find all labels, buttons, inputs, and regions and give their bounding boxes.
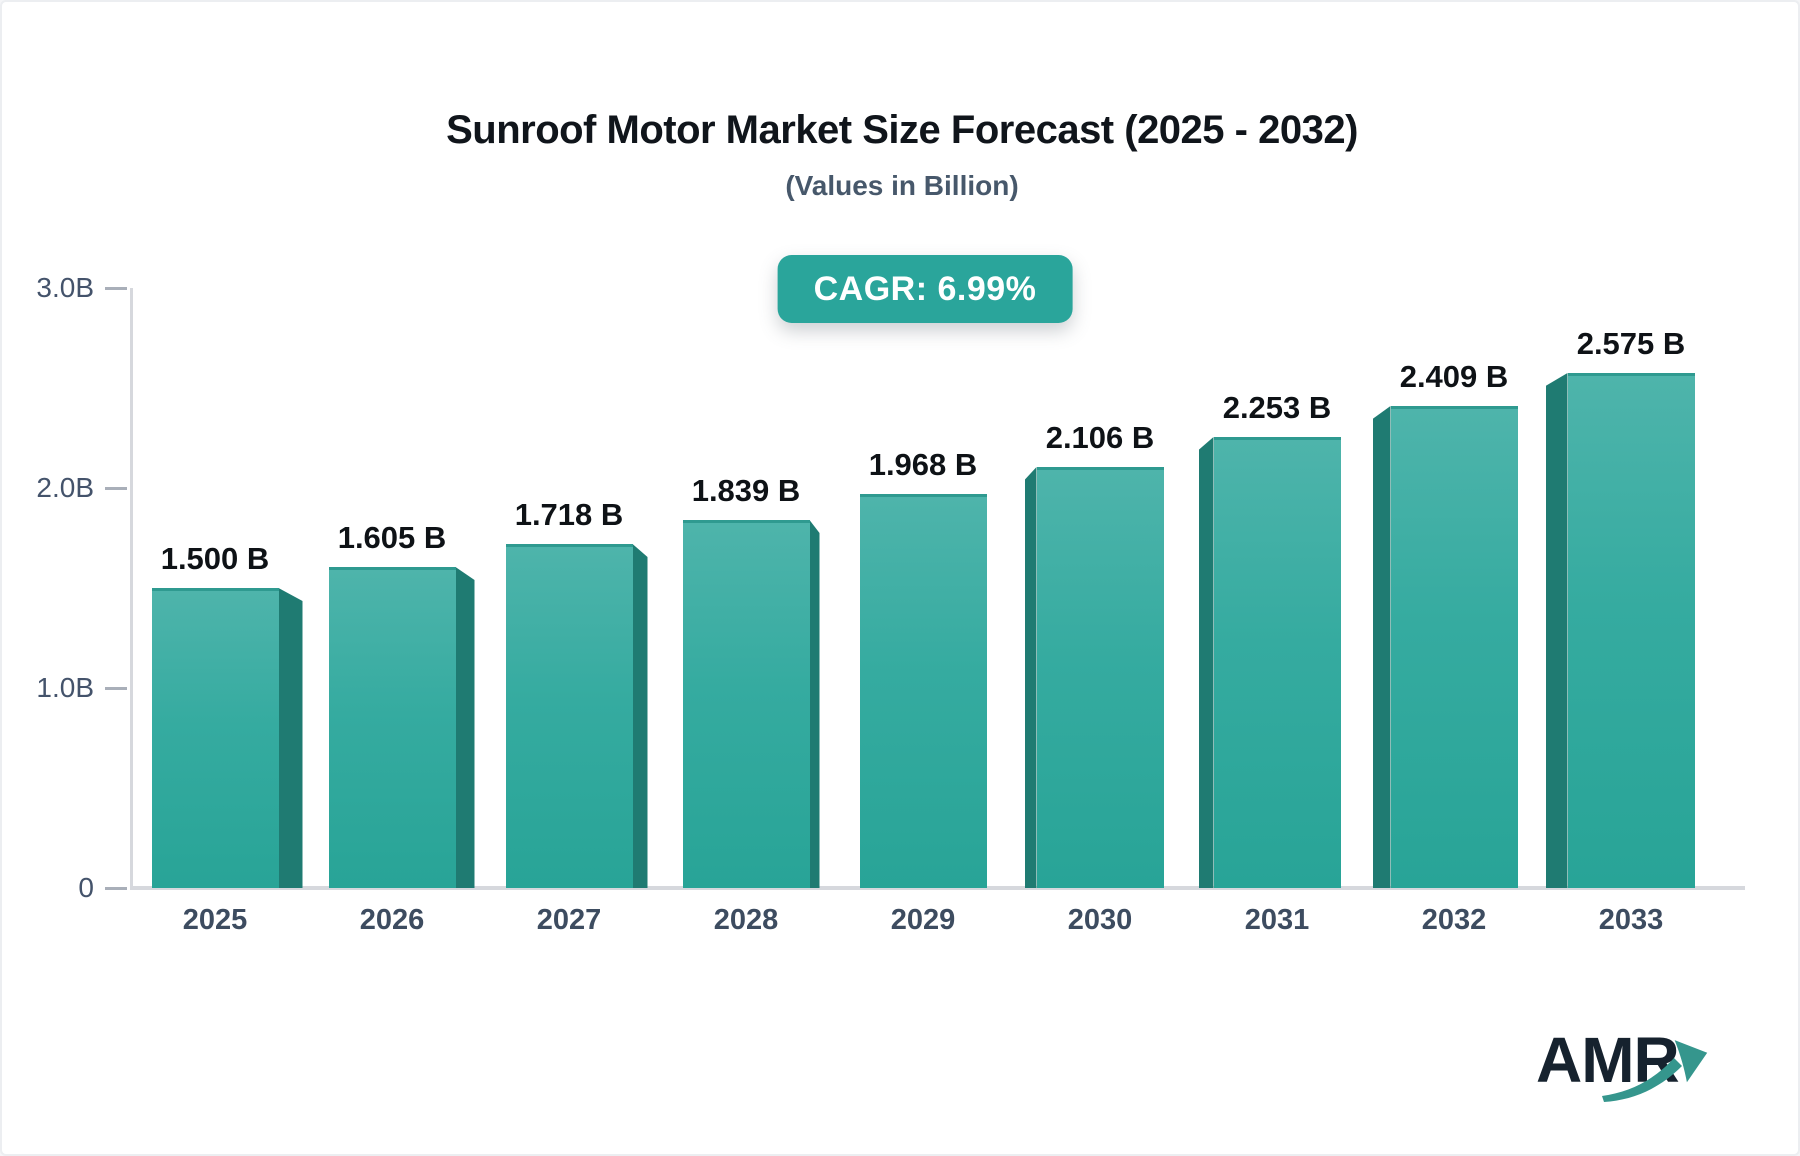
- bar-3d-side: [278, 588, 303, 888]
- bar-3d-side: [1372, 406, 1391, 888]
- y-tick-mark: [105, 286, 127, 290]
- bar-3d-side: [809, 520, 820, 888]
- y-axis-line: [130, 288, 133, 888]
- bar-2033: [1567, 373, 1695, 888]
- bar-3d-side: [632, 544, 648, 888]
- y-tick-label: 3.0B: [36, 272, 94, 303]
- bar-2030: [1036, 467, 1164, 888]
- x-category-label: 2029: [890, 904, 956, 936]
- bar-value-label: 1.839 B: [691, 473, 801, 508]
- y-tick-label: 2.0B: [36, 472, 94, 503]
- cagr-badge: CAGR: 6.99%: [777, 255, 1073, 323]
- bar-value-label: 1.968 B: [868, 447, 978, 482]
- x-category-label: 2033: [1598, 904, 1664, 936]
- bar-2029: [859, 494, 987, 888]
- bar-value-label: 2.106 B: [1045, 420, 1155, 455]
- chart-subtitle: (Values in Billion): [785, 170, 1019, 201]
- x-axis-line: [130, 886, 1745, 890]
- x-category-label: 2032: [1421, 904, 1487, 936]
- bar-2027: [505, 544, 633, 888]
- bar-value-label: 1.605 B: [337, 520, 447, 555]
- y-tick-label: 1.0B: [36, 672, 94, 703]
- y-tick-mark: [105, 686, 127, 690]
- x-category-label: 2028: [713, 904, 779, 936]
- amr-logo: AMR: [1530, 1028, 1730, 1118]
- bar-value-label: 1.718 B: [514, 497, 624, 532]
- x-category-label: 2027: [536, 904, 602, 936]
- x-category-label: 2031: [1244, 904, 1310, 936]
- x-category-label: 2030: [1067, 904, 1133, 936]
- bar-value-label: 2.253 B: [1222, 390, 1332, 425]
- x-category-label: 2025: [182, 904, 248, 936]
- bar-2028: [682, 520, 810, 888]
- bar-2032: [1390, 406, 1518, 888]
- y-tick-label: 0: [78, 872, 94, 903]
- bar-value-label: 1.500 B: [160, 541, 270, 576]
- y-tick-mark: [105, 486, 127, 490]
- bar-value-label: 2.575 B: [1576, 326, 1686, 361]
- bar-2031: [1213, 437, 1341, 888]
- y-tick-mark: [105, 886, 127, 890]
- bar-2026: [328, 567, 456, 888]
- bar-3d-side: [1545, 373, 1568, 888]
- bar-2025: [151, 588, 279, 888]
- bar-value-label: 2.409 B: [1399, 359, 1509, 394]
- bar-3d-side: [455, 567, 475, 888]
- bar-3d-side: [1198, 437, 1214, 888]
- x-category-label: 2026: [359, 904, 425, 936]
- chart-title: Sunroof Motor Market Size Forecast (2025…: [446, 108, 1358, 152]
- bar-3d-side: [1024, 467, 1037, 888]
- growth-arrow-icon: [1602, 1040, 1708, 1102]
